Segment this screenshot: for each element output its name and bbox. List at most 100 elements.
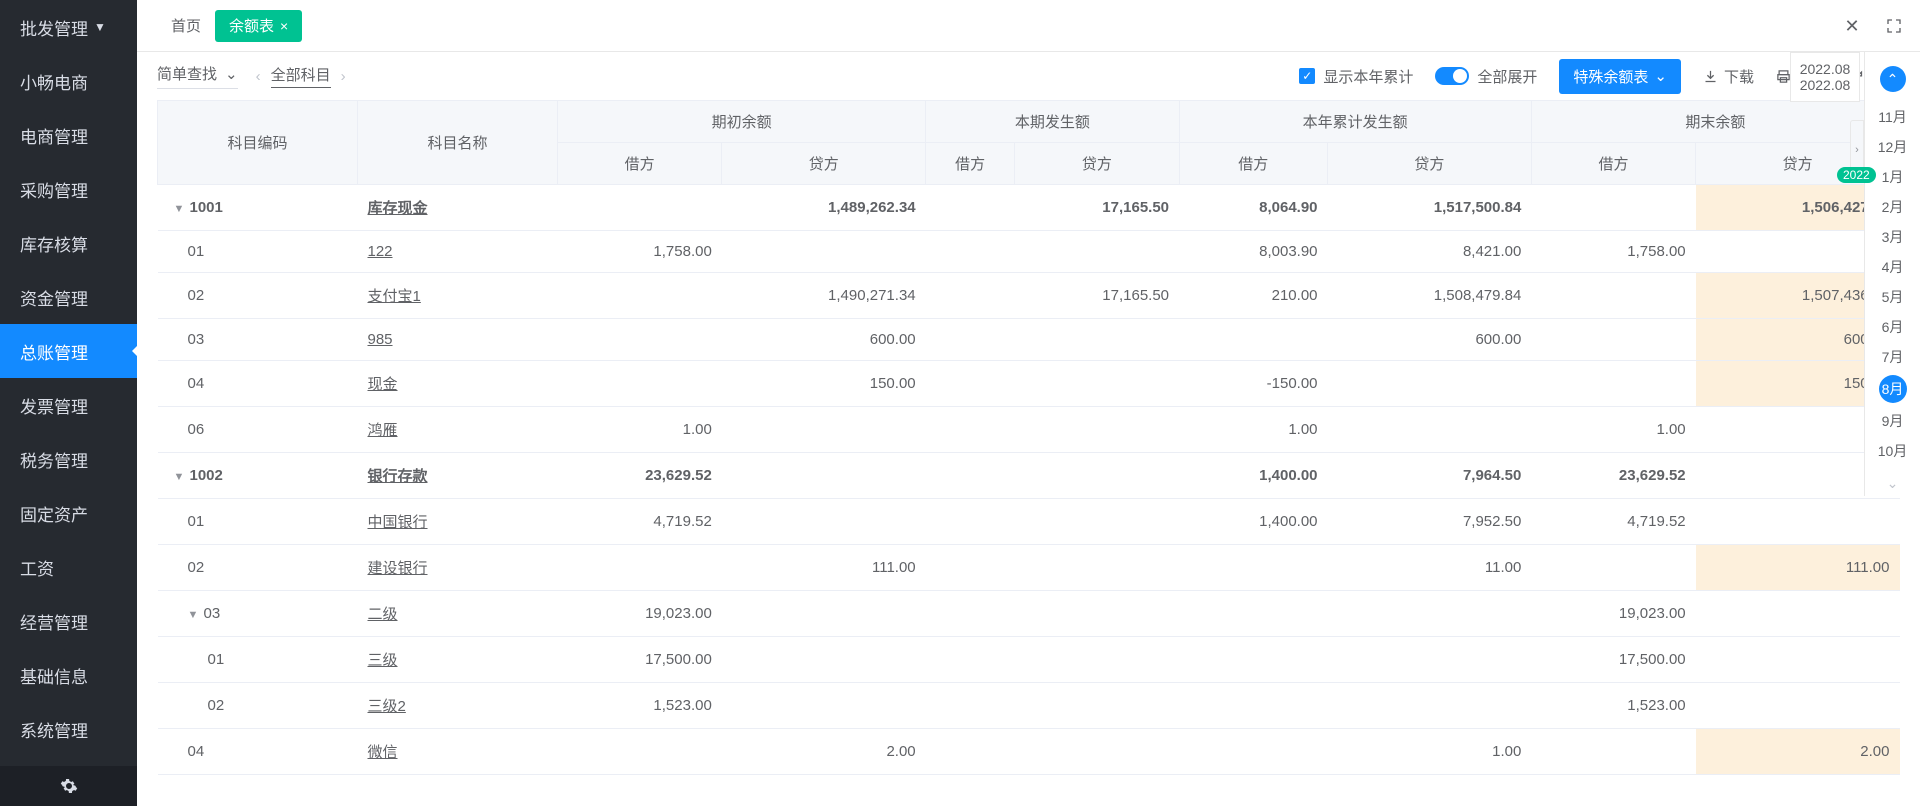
expand-icon[interactable]: ▼: [174, 471, 186, 483]
table-row[interactable]: 04现金150.00-150.00150.00: [158, 361, 1900, 407]
fullscreen-icon[interactable]: [1880, 12, 1908, 40]
month-item[interactable]: 5月: [1865, 282, 1920, 312]
month-item[interactable]: 8月: [1879, 375, 1907, 403]
month-item[interactable]: 10月: [1865, 436, 1920, 466]
sidebar-item[interactable]: 批发管理▼: [0, 0, 137, 54]
account-link[interactable]: 中国银行: [368, 514, 428, 531]
cell: [558, 729, 722, 775]
account-link[interactable]: 微信: [368, 744, 398, 761]
breadcrumb: ‹ 全部科目 ›: [256, 64, 346, 88]
scroll-up-icon[interactable]: ⌃: [1880, 66, 1906, 92]
sidebar-item[interactable]: 电商管理: [0, 108, 137, 162]
breadcrumb-item[interactable]: 全部科目: [271, 64, 331, 88]
cell: [1328, 591, 1532, 637]
sidebar-item[interactable]: 采购管理: [0, 162, 137, 216]
sidebar-item[interactable]: 小畅电商: [0, 54, 137, 108]
close-icon[interactable]: ×: [280, 18, 288, 34]
month-item[interactable]: 1月2022: [1865, 162, 1920, 192]
cell: 150.00: [722, 361, 926, 407]
sidebar-item[interactable]: 总账管理: [0, 324, 137, 378]
toolbar: 简单查找 ⌄ ‹ 全部科目 › ✓ 显示本年累计 全部展开 特殊余额表 ⌄ 下载: [137, 52, 1920, 100]
account-link[interactable]: 985: [368, 331, 393, 348]
table-row[interactable]: 011221,758.008,003.908,421.001,758.00: [158, 231, 1900, 273]
account-link[interactable]: 鸿雁: [368, 422, 398, 439]
table-row[interactable]: ▼03二级19,023.0019,023.00: [158, 591, 1900, 637]
account-link[interactable]: 二级: [368, 606, 398, 623]
table-row[interactable]: ▼1002银行存款23,629.521,400.007,964.5023,629…: [158, 453, 1900, 499]
month-item[interactable]: 4月: [1865, 252, 1920, 282]
account-link[interactable]: 建设银行: [368, 560, 428, 577]
sidebar-item[interactable]: 资金管理: [0, 270, 137, 324]
table-row[interactable]: 02建设银行111.0011.00111.00: [158, 545, 1900, 591]
period-range[interactable]: 2022.08 2022.08: [1790, 52, 1860, 102]
account-link[interactable]: 现金: [368, 376, 398, 393]
show-year-checkbox[interactable]: ✓ 显示本年累计: [1299, 66, 1413, 87]
cell: [558, 273, 722, 319]
table-row[interactable]: 03985600.00600.00600.00: [158, 319, 1900, 361]
close-all-icon[interactable]: ✕: [1838, 12, 1866, 40]
table-row[interactable]: ▼1001库存现金1,489,262.3417,165.508,064.901,…: [158, 185, 1900, 231]
chevron-down-icon: ⌄: [225, 65, 238, 83]
sidebar-settings[interactable]: [0, 766, 137, 806]
table-row[interactable]: 04微信2.001.002.00: [158, 729, 1900, 775]
table-row[interactable]: 06鸿雁1.001.001.00: [158, 407, 1900, 453]
sidebar-item[interactable]: 库存核算: [0, 216, 137, 270]
search-mode[interactable]: 简单查找 ⌄: [157, 63, 238, 89]
col-credit: 贷方: [1015, 143, 1179, 185]
checkbox-label: 显示本年累计: [1323, 66, 1413, 87]
print-icon: [1776, 69, 1791, 84]
special-balance-dropdown[interactable]: 特殊余额表 ⌄: [1559, 59, 1681, 94]
cell: 1,517,500.84: [1328, 185, 1532, 231]
download-button[interactable]: 下载: [1703, 66, 1754, 87]
table-row[interactable]: 02三级21,523.001,523.00: [158, 683, 1900, 729]
cell: [926, 407, 1015, 453]
month-item[interactable]: 11月: [1865, 102, 1920, 132]
month-item[interactable]: 7月: [1865, 342, 1920, 372]
table-row[interactable]: 01中国银行4,719.521,400.007,952.504,719.52: [158, 499, 1900, 545]
sidebar-item[interactable]: 系统管理: [0, 702, 137, 756]
tab-home[interactable]: 首页: [157, 10, 215, 42]
sidebar-item[interactable]: 固定资产: [0, 486, 137, 540]
cell: 23,629.52: [1531, 453, 1695, 499]
sidebar: 批发管理▼小畅电商电商管理采购管理库存核算资金管理总账管理发票管理税务管理固定资…: [0, 0, 137, 806]
cell: 8,421.00: [1328, 231, 1532, 273]
cell-name: 鸿雁: [358, 407, 558, 453]
month-item[interactable]: 3月: [1865, 222, 1920, 252]
col-debit: 借方: [1179, 143, 1328, 185]
account-link[interactable]: 三级: [368, 652, 398, 669]
sidebar-item[interactable]: 发票管理: [0, 378, 137, 432]
sidebar-item[interactable]: 税务管理: [0, 432, 137, 486]
chevron-left-icon[interactable]: ‹: [256, 68, 261, 85]
account-link[interactable]: 支付宝1: [368, 288, 421, 305]
month-item[interactable]: 9月: [1865, 406, 1920, 436]
expand-icon[interactable]: ▼: [188, 609, 200, 621]
tab-balance[interactable]: 余额表 ×: [215, 10, 302, 42]
cell: [558, 319, 722, 361]
cell: 111.00: [722, 545, 926, 591]
table-row[interactable]: 01三级17,500.0017,500.00: [158, 637, 1900, 683]
col-debit: 借方: [558, 143, 722, 185]
cell: 1,523.00: [1531, 683, 1695, 729]
expand-icon[interactable]: ▼: [174, 203, 186, 215]
month-item[interactable]: 12月: [1865, 132, 1920, 162]
cell: 1.00: [558, 407, 722, 453]
cell: [926, 499, 1015, 545]
month-item[interactable]: 6月: [1865, 312, 1920, 342]
sidebar-item[interactable]: 经营管理: [0, 594, 137, 648]
scroll-down-icon[interactable]: ⌄: [1880, 470, 1906, 496]
account-link[interactable]: 银行存款: [368, 468, 428, 485]
month-item[interactable]: 2月: [1865, 192, 1920, 222]
cell: [1015, 231, 1179, 273]
col-credit: 贷方: [722, 143, 926, 185]
account-link[interactable]: 库存现金: [368, 200, 428, 217]
cell: [926, 273, 1015, 319]
sidebar-item[interactable]: 工资: [0, 540, 137, 594]
chevron-right-icon[interactable]: ›: [341, 68, 346, 85]
cell: [1179, 729, 1328, 775]
expand-all-toggle[interactable]: 全部展开: [1435, 66, 1537, 87]
account-link[interactable]: 122: [368, 243, 393, 260]
table-row[interactable]: 02支付宝11,490,271.3417,165.50210.001,508,4…: [158, 273, 1900, 319]
sidebar-item[interactable]: 基础信息: [0, 648, 137, 702]
account-link[interactable]: 三级2: [368, 698, 406, 715]
cell: [1328, 637, 1532, 683]
